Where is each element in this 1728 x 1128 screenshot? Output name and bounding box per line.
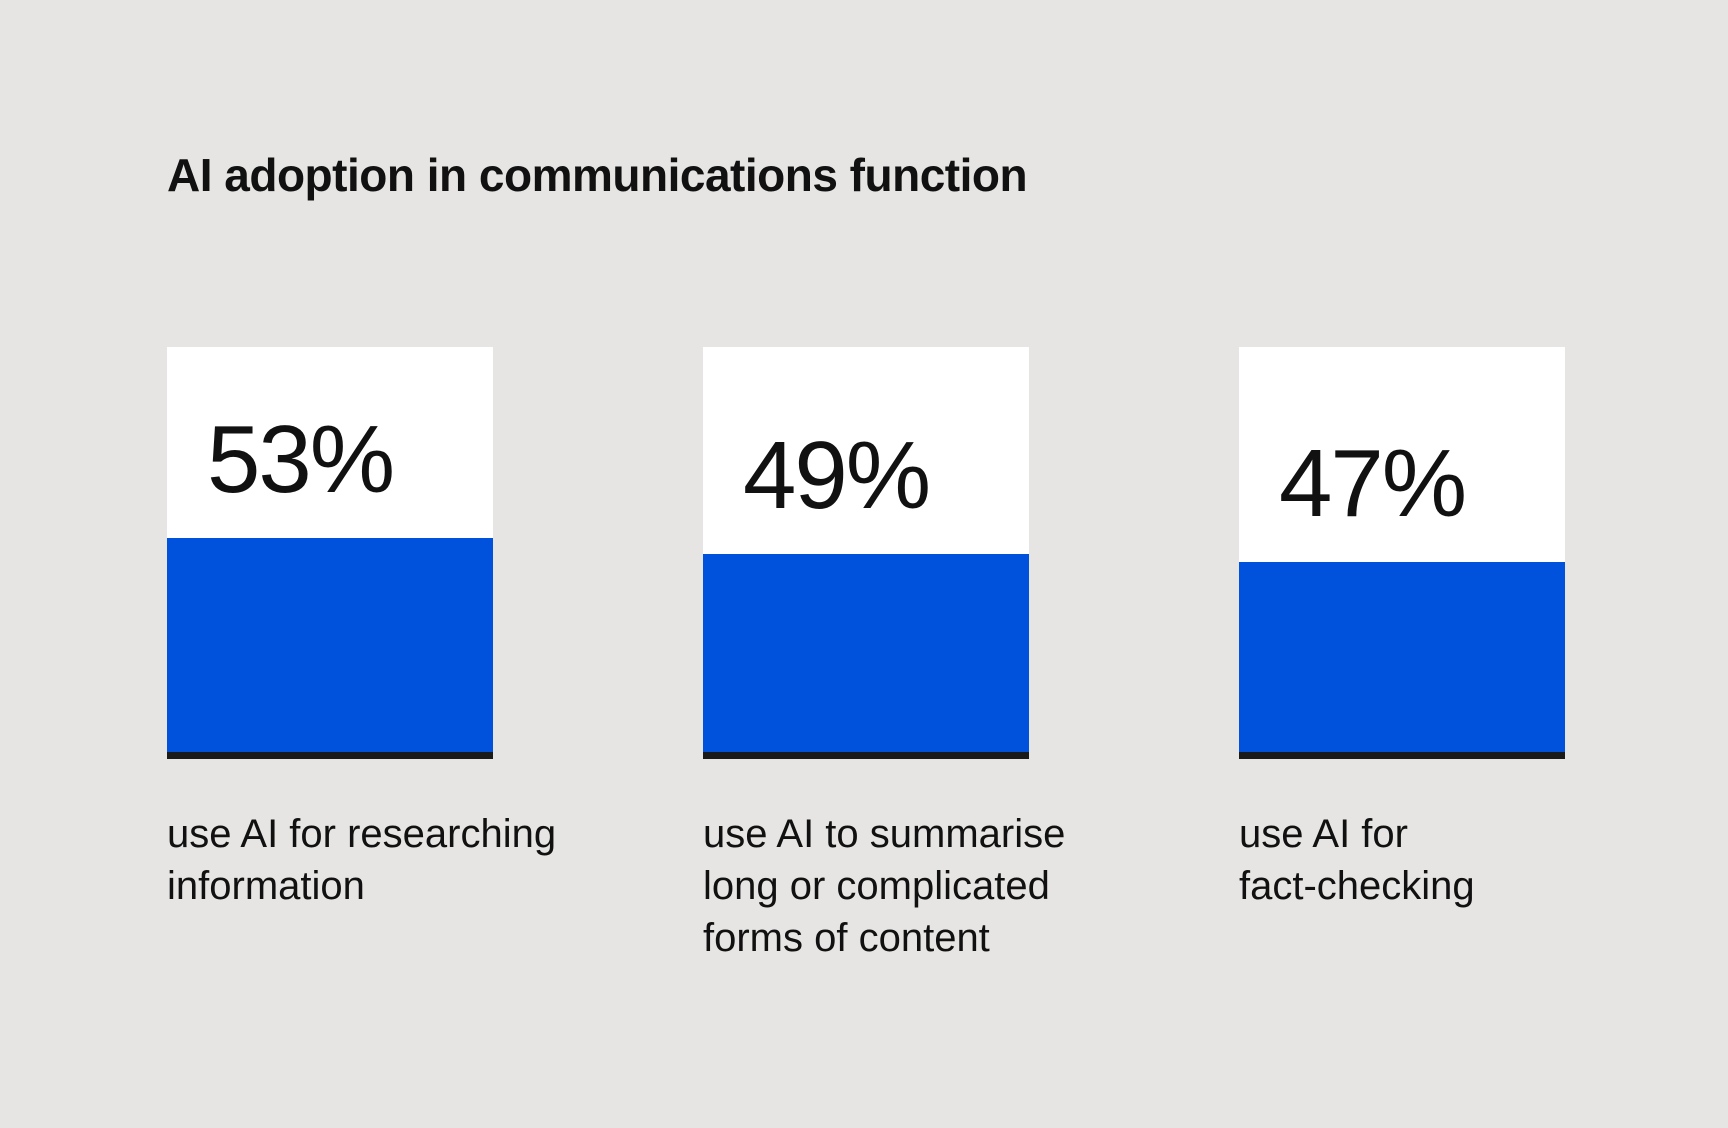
- value-label: 49%: [743, 422, 931, 530]
- baseline: [703, 752, 1029, 759]
- category-label: use AI for fact-checking: [1239, 812, 1475, 908]
- bar: [703, 554, 1029, 753]
- value-label: 47%: [1279, 430, 1467, 538]
- bar: [167, 537, 493, 753]
- baseline: [167, 752, 493, 759]
- bar: [1239, 562, 1565, 753]
- baseline: [1239, 752, 1565, 759]
- value-label: 53%: [207, 405, 395, 513]
- category-label: use AI to summarise long or complicated …: [703, 812, 1066, 960]
- chart-title: AI adoption in communications function: [167, 149, 1028, 201]
- category-label: use AI for researching information: [167, 812, 557, 908]
